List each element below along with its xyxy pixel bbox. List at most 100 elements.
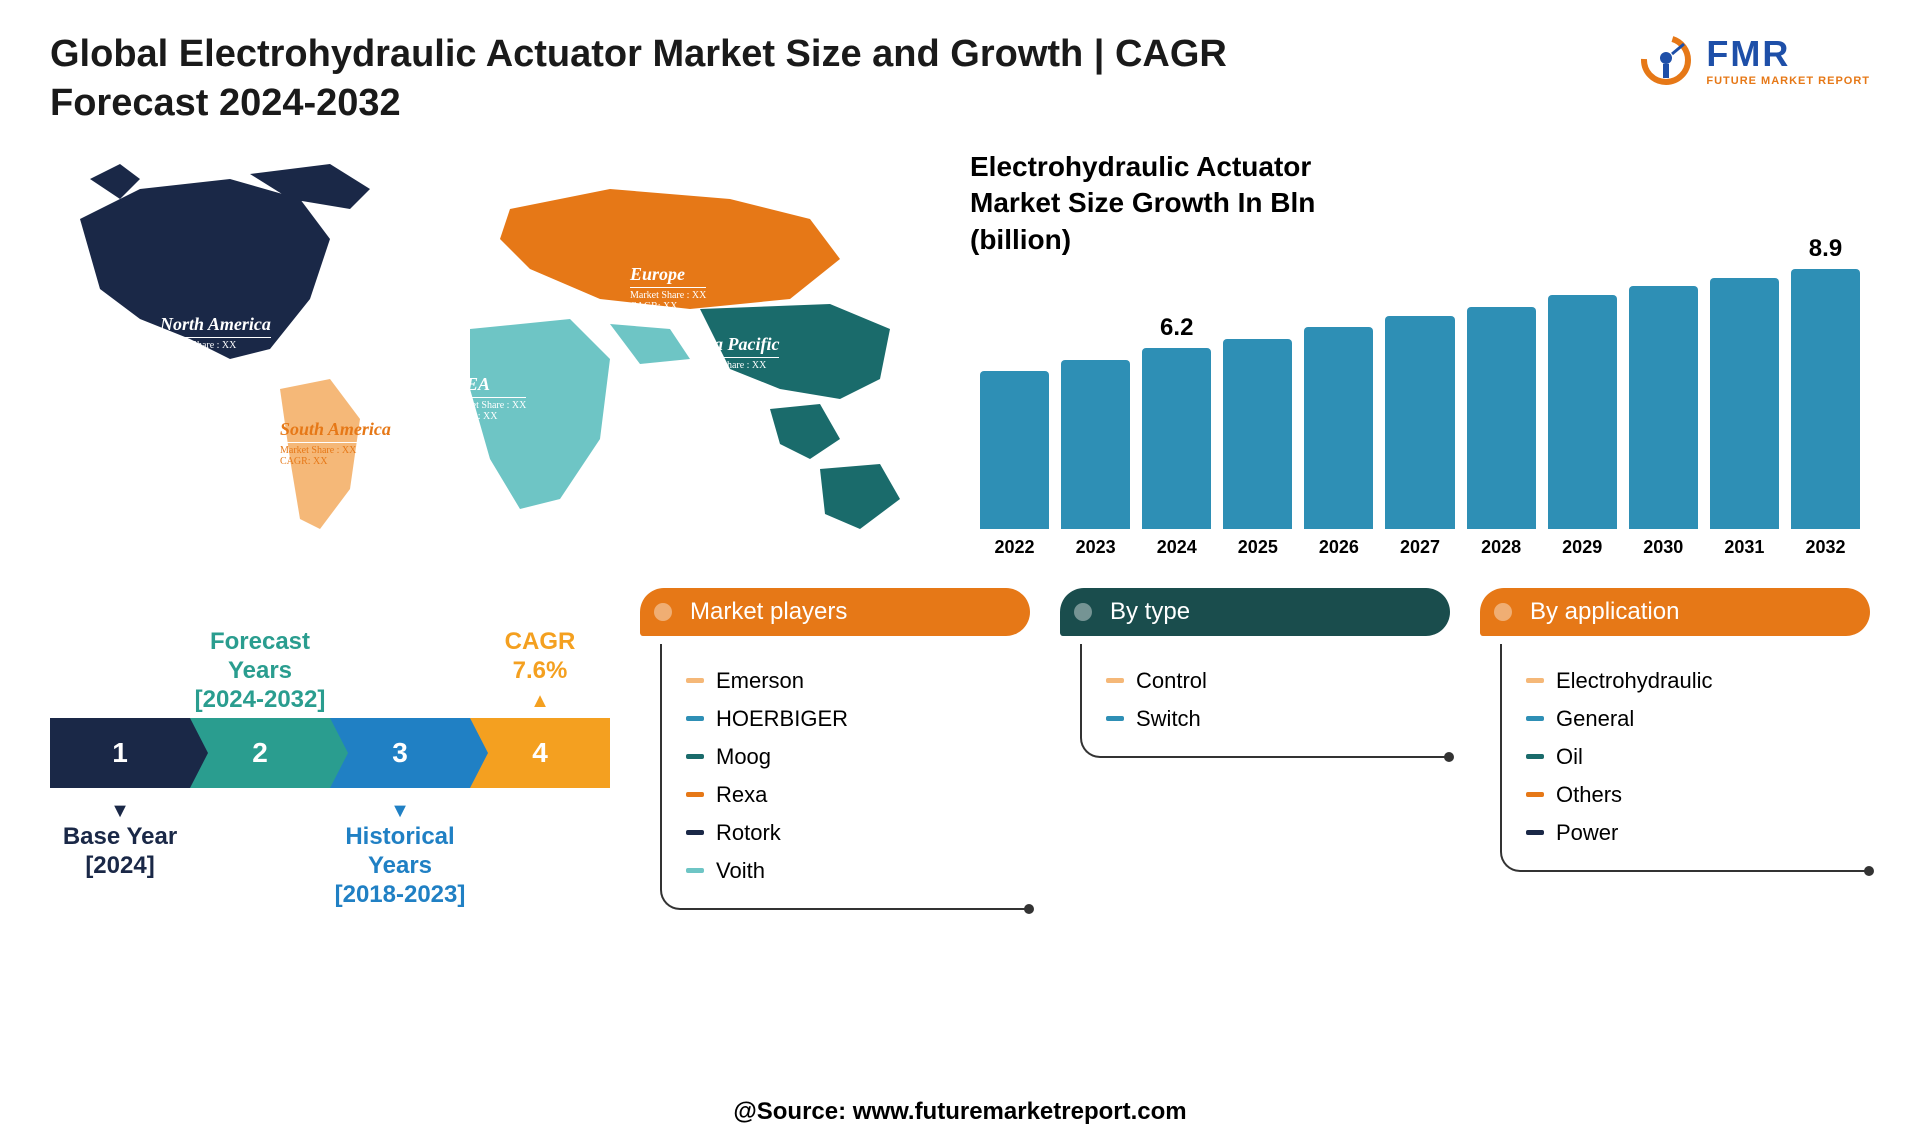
bar-year: 2027: [1400, 537, 1440, 558]
bar-value: 8.9: [1809, 235, 1842, 263]
info-label: Electrohydraulic: [1556, 668, 1713, 694]
timeline-labels-top: Forecast Years[2024-2032]▲CAGR7.6%▲: [50, 628, 610, 718]
bullet-icon: [686, 792, 704, 797]
bullet-icon: [686, 716, 704, 721]
source-text: @Source: www.futuremarketreport.com: [733, 1098, 1186, 1126]
timeline-seg-4: 4: [470, 718, 610, 788]
bullet-icon: [686, 868, 704, 873]
bar-2032: 8.92032: [1791, 235, 1860, 558]
growth-chart: Electrohydraulic Actuator Market Size Gr…: [970, 149, 1870, 558]
bar-rect: [1629, 286, 1698, 528]
info-label: Switch: [1136, 706, 1201, 732]
bar-year: 2025: [1238, 537, 1278, 558]
bar-rect: [1710, 278, 1779, 529]
timeline-label: ▼Historical Years[2018-2023]: [330, 796, 470, 909]
timeline: Forecast Years[2024-2032]▲CAGR7.6%▲ 1234…: [50, 588, 610, 906]
info-list: ControlSwitch: [1080, 644, 1450, 758]
region-name: South America: [280, 419, 391, 443]
bar-rect: [1061, 360, 1130, 529]
info-item: Rotork: [686, 814, 1018, 852]
bullet-icon: [686, 830, 704, 835]
bar-2027: 2027: [1385, 316, 1454, 558]
arrow-icon: ▼: [50, 800, 190, 823]
tl-text: Historical Years: [330, 823, 470, 881]
bar-rect: [1304, 327, 1373, 529]
region-name: Europe: [630, 264, 706, 288]
bar-rect: [1142, 348, 1211, 529]
info-label: Rotork: [716, 820, 781, 846]
bar-year: 2028: [1481, 537, 1521, 558]
region-label-asia-pacific: Asia PacificMarket Share : XXCAGR: XX: [690, 334, 779, 382]
arrow-icon: ▼: [330, 800, 470, 823]
bar-year: 2022: [995, 537, 1035, 558]
bullet-icon: [1526, 830, 1544, 835]
bar-2028: 2028: [1467, 307, 1536, 558]
region-cagr: CAGR: XX: [160, 351, 271, 362]
info-header: By type: [1060, 588, 1450, 636]
info-item: Moog: [686, 738, 1018, 776]
info-item: Electrohydraulic: [1526, 662, 1858, 700]
tl-text2: 7.6%: [470, 657, 610, 686]
region-share: Market Share : XX: [280, 445, 391, 456]
logo-text: FMR: [1706, 33, 1870, 75]
tl-text2: [2024-2032]: [190, 686, 330, 715]
bar-year: 2029: [1562, 537, 1602, 558]
tl-text: CAGR: [470, 628, 610, 657]
bar-2031: 2031: [1710, 278, 1779, 558]
region-share: Market Share : XX: [690, 360, 779, 371]
timeline-label: ▼Base Year[2024]: [50, 796, 190, 881]
bullet-icon: [1106, 716, 1124, 721]
info-col-by-type: By type ControlSwitch: [1060, 588, 1450, 910]
region-cagr: CAGR: XX: [280, 456, 391, 467]
info-label: General: [1556, 706, 1634, 732]
timeline-seg-3: 3: [330, 718, 470, 788]
bars-container: 202220236.220242025202620272028202920302…: [970, 278, 1870, 558]
info-label: Moog: [716, 744, 771, 770]
info-item: Emerson: [686, 662, 1018, 700]
tl-text: Base Year: [50, 823, 190, 852]
region-cagr: CAGR: XX: [450, 411, 526, 422]
bullet-icon: [1526, 678, 1544, 683]
tl-text2: [2024]: [50, 852, 190, 881]
page-title: Global Electrohydraulic Actuator Market …: [50, 30, 1350, 129]
logo-text-wrap: FMR FUTURE MARKET REPORT: [1706, 33, 1870, 87]
region-name: MEA: [450, 374, 526, 398]
bottom-row: Forecast Years[2024-2032]▲CAGR7.6%▲ 1234…: [50, 588, 1870, 910]
info-item: Switch: [1106, 700, 1438, 738]
info-label: HOERBIGER: [716, 706, 848, 732]
tl-text: Forecast Years: [190, 628, 330, 686]
info-item: Oil: [1526, 738, 1858, 776]
info-item: General: [1526, 700, 1858, 738]
region-label-south-america: South America Market Share : XXCAGR: XX: [280, 419, 391, 467]
bar-2029: 2029: [1548, 295, 1617, 558]
bar-year: 2031: [1724, 537, 1764, 558]
bar-rect: [980, 371, 1049, 529]
region-share: Market Share : XX: [160, 340, 271, 351]
bar-rect: [1385, 316, 1454, 529]
info-label: Others: [1556, 782, 1622, 808]
tl-text2: [2018-2023]: [330, 881, 470, 910]
info-item: Power: [1526, 814, 1858, 852]
timeline-bar: 1234: [50, 718, 610, 788]
bar-rect: [1791, 269, 1860, 529]
bar-year: 2023: [1076, 537, 1116, 558]
bar-2025: 2025: [1223, 339, 1292, 558]
info-header: By application: [1480, 588, 1870, 636]
bar-2030: 2030: [1629, 286, 1698, 557]
arrow-icon: ▲: [470, 690, 610, 713]
bar-rect: [1467, 307, 1536, 529]
bullet-icon: [1526, 754, 1544, 759]
header: Global Electrohydraulic Actuator Market …: [50, 30, 1870, 129]
info-label: Rexa: [716, 782, 767, 808]
timeline-seg-2: 2: [190, 718, 330, 788]
info-list: Electrohydraulic General Oil Others Power: [1500, 644, 1870, 872]
bar-value: 6.2: [1160, 314, 1193, 342]
info-columns: Market playersEmersonHOERBIGERMoogRexaRo…: [640, 588, 1870, 910]
logo-subtitle: FUTURE MARKET REPORT: [1706, 75, 1870, 87]
bar-2023: 2023: [1061, 360, 1130, 558]
timeline-labels-bottom: ▼Base Year[2024]▼Historical Years[2018-2…: [50, 796, 610, 906]
bar-year: 2026: [1319, 537, 1359, 558]
region-label-mea: MEAMarket Share : XXCAGR: XX: [450, 374, 526, 422]
bar-2026: 2026: [1304, 327, 1373, 558]
logo: FMR FUTURE MARKET REPORT: [1636, 30, 1870, 90]
